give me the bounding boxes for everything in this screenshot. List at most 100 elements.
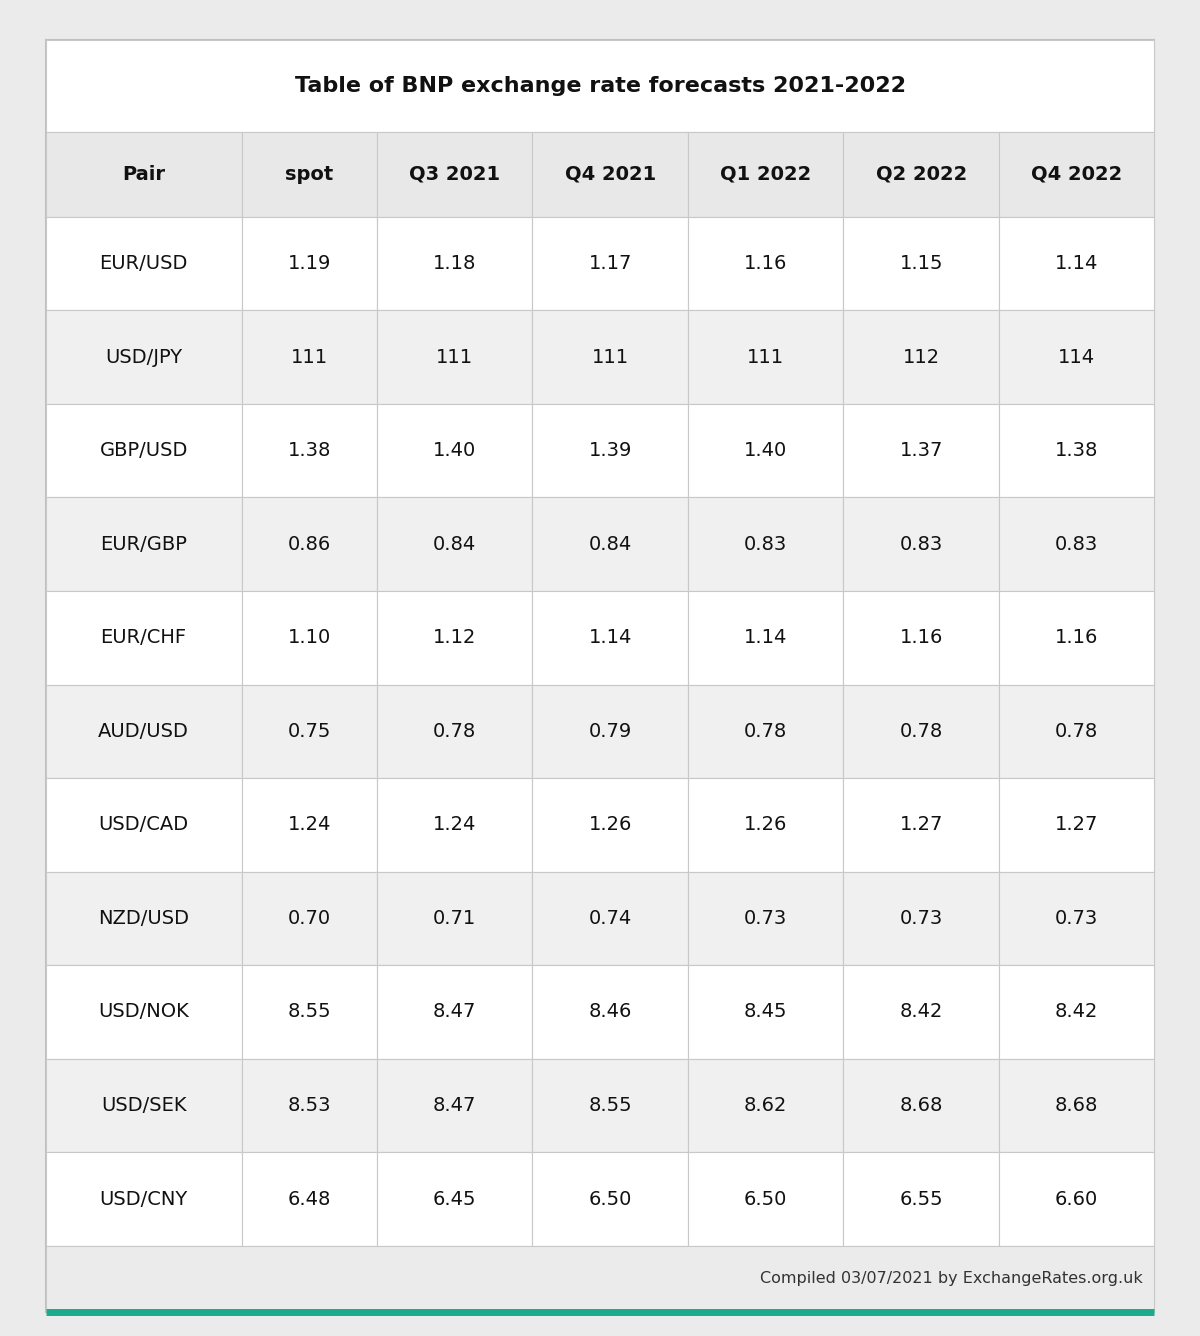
Bar [377, 310, 533, 403]
Bar [533, 591, 688, 684]
Bar [688, 684, 844, 778]
Text: 111: 111 [290, 347, 328, 366]
Bar [533, 497, 688, 591]
Text: 0.74: 0.74 [588, 908, 631, 929]
Text: 0.78: 0.78 [900, 721, 943, 741]
Text: 1.14: 1.14 [1055, 254, 1098, 273]
Text: 6.45: 6.45 [433, 1189, 476, 1209]
Bar [998, 403, 1154, 497]
Text: 8.53: 8.53 [288, 1096, 331, 1116]
Bar [844, 403, 998, 497]
Text: 8.55: 8.55 [588, 1096, 632, 1116]
Text: Compiled 03/07/2021 by ExchangeRates.org.uk: Compiled 03/07/2021 by ExchangeRates.org… [760, 1272, 1142, 1287]
Bar [533, 778, 688, 871]
Text: Q4 2022: Q4 2022 [1031, 164, 1122, 184]
Bar [844, 1058, 998, 1152]
Text: 114: 114 [1058, 347, 1096, 366]
Text: EUR/GBP: EUR/GBP [100, 534, 187, 553]
Bar [377, 403, 533, 497]
Text: 0.84: 0.84 [433, 534, 476, 553]
Bar [377, 684, 533, 778]
Bar [844, 684, 998, 778]
Bar [46, 1152, 241, 1245]
Bar [688, 778, 844, 871]
Text: 6.55: 6.55 [899, 1189, 943, 1209]
Bar [46, 1245, 1154, 1312]
Bar [46, 871, 241, 965]
Text: 1.12: 1.12 [433, 628, 476, 648]
Text: 6.50: 6.50 [588, 1189, 632, 1209]
Text: Q2 2022: Q2 2022 [876, 164, 967, 184]
Text: 6.50: 6.50 [744, 1189, 787, 1209]
Bar [844, 132, 998, 216]
Text: 0.75: 0.75 [288, 721, 331, 741]
Bar [533, 216, 688, 310]
Text: Table of BNP exchange rate forecasts 2021-2022: Table of BNP exchange rate forecasts 202… [294, 76, 906, 96]
Bar [998, 965, 1154, 1058]
Bar [533, 1152, 688, 1245]
Text: Pair: Pair [122, 164, 166, 184]
Text: 8.42: 8.42 [1055, 1002, 1098, 1022]
Text: 8.55: 8.55 [288, 1002, 331, 1022]
Bar [377, 1058, 533, 1152]
Text: 8.68: 8.68 [1055, 1096, 1098, 1116]
Bar [46, 591, 241, 684]
Text: 6.48: 6.48 [288, 1189, 331, 1209]
Bar [998, 871, 1154, 965]
Bar [241, 310, 377, 403]
Text: 8.62: 8.62 [744, 1096, 787, 1116]
Text: USD/JPY: USD/JPY [106, 347, 182, 366]
Text: USD/SEK: USD/SEK [101, 1096, 186, 1116]
Text: 1.38: 1.38 [288, 441, 331, 460]
Bar [377, 965, 533, 1058]
Text: GBP/USD: GBP/USD [100, 441, 188, 460]
Text: 8.47: 8.47 [433, 1002, 476, 1022]
Bar [377, 497, 533, 591]
Text: AUD/USD: AUD/USD [98, 721, 190, 741]
Text: spot: spot [286, 164, 334, 184]
Text: 1.27: 1.27 [900, 815, 943, 835]
Bar [998, 216, 1154, 310]
Text: 0.79: 0.79 [588, 721, 631, 741]
Bar [844, 871, 998, 965]
Text: 1.16: 1.16 [900, 628, 943, 648]
Bar [46, 310, 241, 403]
Text: USD/NOK: USD/NOK [98, 1002, 190, 1022]
Bar [688, 1152, 844, 1245]
Bar [533, 403, 688, 497]
Text: NZD/USD: NZD/USD [98, 908, 190, 929]
Bar [46, 216, 241, 310]
Bar [998, 684, 1154, 778]
Text: USD/CNY: USD/CNY [100, 1189, 187, 1209]
Bar [241, 965, 377, 1058]
Text: 0.73: 0.73 [744, 908, 787, 929]
Text: 1.18: 1.18 [433, 254, 476, 273]
Bar [998, 132, 1154, 216]
Bar [998, 310, 1154, 403]
Bar [688, 132, 844, 216]
Bar [688, 403, 844, 497]
Text: 0.84: 0.84 [588, 534, 631, 553]
Bar [998, 497, 1154, 591]
Text: 1.16: 1.16 [1055, 628, 1098, 648]
Bar [377, 216, 533, 310]
Bar [241, 591, 377, 684]
Bar [844, 778, 998, 871]
Text: 0.78: 0.78 [1055, 721, 1098, 741]
Bar [241, 132, 377, 216]
Text: 1.40: 1.40 [433, 441, 476, 460]
Bar [241, 1152, 377, 1245]
Text: 8.42: 8.42 [900, 1002, 943, 1022]
Text: Q4 2021: Q4 2021 [564, 164, 655, 184]
Bar [998, 1152, 1154, 1245]
Bar [844, 1152, 998, 1245]
Text: 0.78: 0.78 [433, 721, 476, 741]
Text: Q3 2021: Q3 2021 [409, 164, 500, 184]
Text: 8.47: 8.47 [433, 1096, 476, 1116]
Bar [46, 684, 241, 778]
Bar [377, 591, 533, 684]
Text: USD/CAD: USD/CAD [98, 815, 188, 835]
Bar [241, 871, 377, 965]
Bar [241, 684, 377, 778]
Bar [998, 778, 1154, 871]
